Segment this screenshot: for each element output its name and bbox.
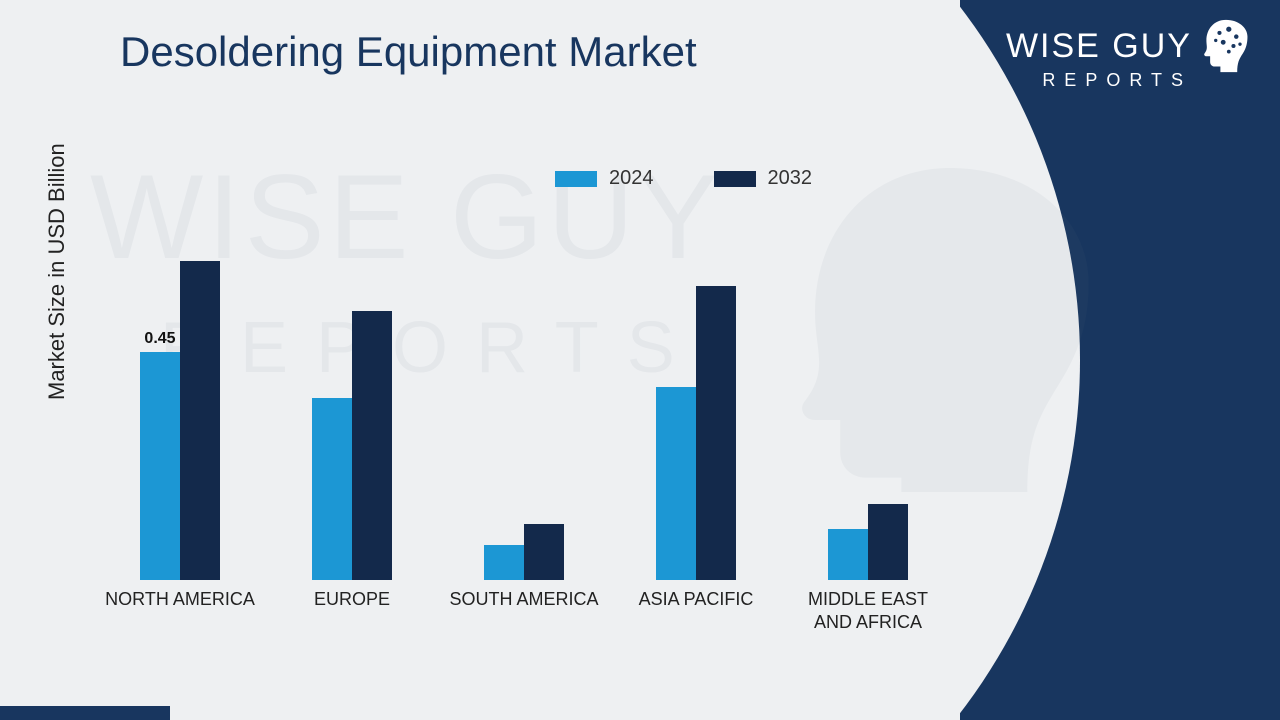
category-label: SOUTH AMERICA bbox=[449, 588, 599, 611]
bar-group: MIDDLE EAST AND AFRICA bbox=[828, 504, 908, 580]
bar-group: ASIA PACIFIC bbox=[656, 286, 736, 580]
footer-accent-bar bbox=[0, 706, 170, 720]
legend-swatch-2032 bbox=[714, 171, 756, 187]
category-label: ASIA PACIFIC bbox=[621, 588, 771, 611]
bar-2032 bbox=[696, 286, 736, 580]
bar-2024 bbox=[484, 545, 524, 580]
legend: 2024 2032 bbox=[555, 167, 812, 190]
bar-2024 bbox=[656, 387, 696, 580]
brand-sub: REPORTS bbox=[1006, 70, 1192, 91]
bar-2024 bbox=[828, 529, 868, 580]
bar-2032 bbox=[180, 261, 220, 580]
bar-2024: 0.45 bbox=[140, 352, 180, 580]
bar-2032 bbox=[868, 504, 908, 580]
bar-2032 bbox=[524, 524, 564, 580]
legend-label-2032: 2032 bbox=[768, 167, 813, 190]
brand-head-icon bbox=[1202, 18, 1250, 74]
category-label: EUROPE bbox=[277, 588, 427, 611]
bar-2024 bbox=[312, 398, 352, 580]
category-label: MIDDLE EAST AND AFRICA bbox=[793, 588, 943, 633]
bar-value-label: 0.45 bbox=[140, 330, 180, 348]
y-axis-label: Market Size in USD Billion bbox=[44, 143, 70, 400]
plot-area: 0.45NORTH AMERICA EUROPE SOUTH AMERICA ASIA… bbox=[100, 200, 960, 580]
legend-item-2024: 2024 bbox=[555, 167, 654, 190]
category-label: NORTH AMERICA bbox=[105, 588, 255, 611]
brand-main: WISE GUY bbox=[1006, 27, 1192, 66]
legend-item-2032: 2032 bbox=[714, 167, 813, 190]
legend-swatch-2024 bbox=[555, 171, 597, 187]
brand-block: WISE GUY REPORTS bbox=[1006, 18, 1250, 91]
bar-2032 bbox=[352, 311, 392, 580]
bar-group: 0.45NORTH AMERICA bbox=[140, 261, 220, 580]
chart-title: Desoldering Equipment Market bbox=[120, 28, 697, 76]
bar-group: SOUTH AMERICA bbox=[484, 524, 564, 580]
legend-label-2024: 2024 bbox=[609, 167, 654, 190]
bar-group: EUROPE bbox=[312, 311, 392, 580]
chart-canvas: WISE GUY REPORTS Desoldering Equipment M… bbox=[0, 0, 1280, 720]
